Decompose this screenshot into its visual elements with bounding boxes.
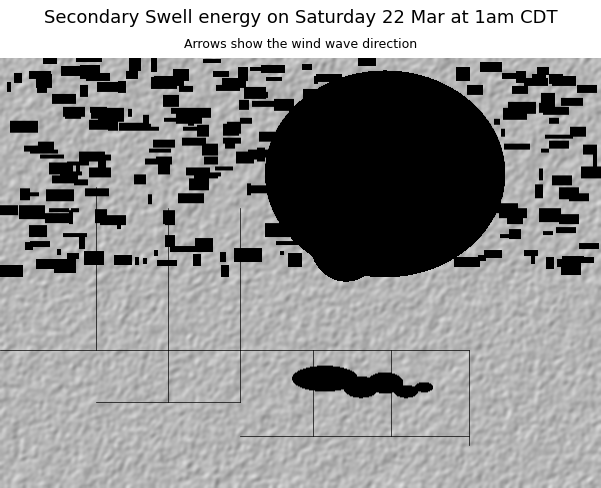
Text: Secondary Swell energy on Saturday 22 Mar at 1am CDT: Secondary Swell energy on Saturday 22 Ma… <box>44 9 557 27</box>
Text: Arrows show the wind wave direction: Arrows show the wind wave direction <box>184 39 417 51</box>
